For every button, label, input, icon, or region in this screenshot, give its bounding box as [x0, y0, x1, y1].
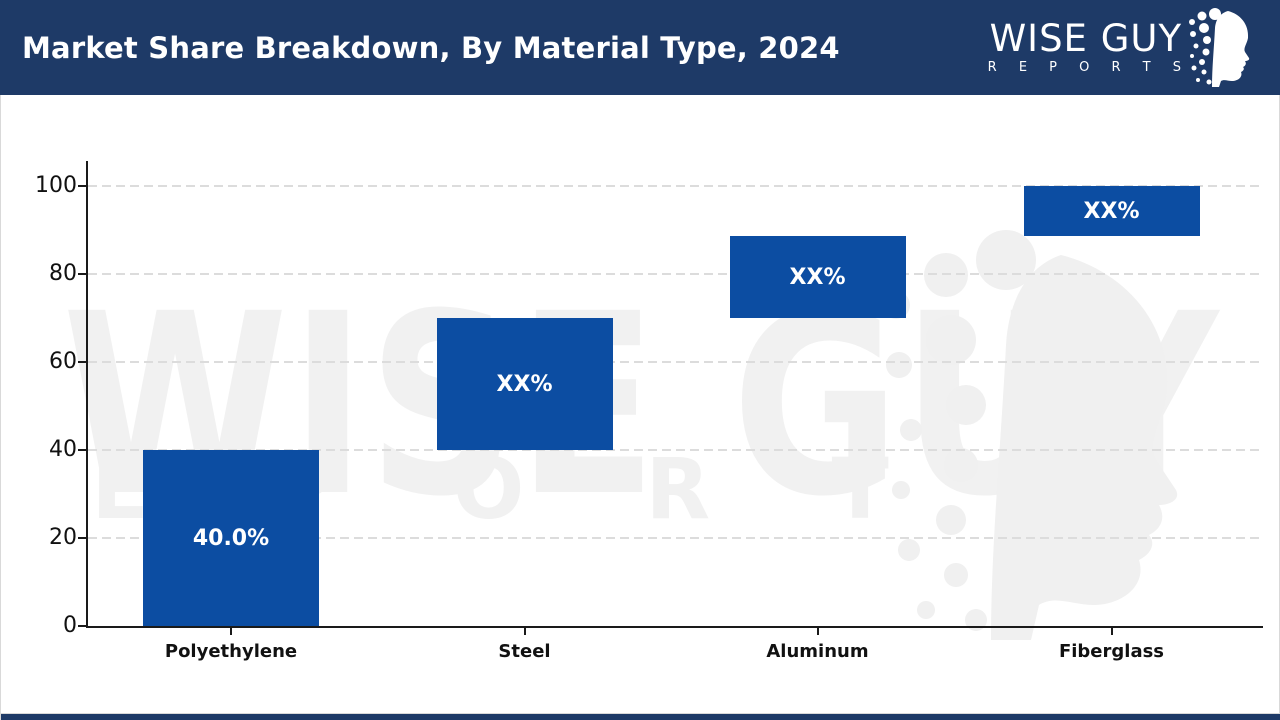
- header-band: Market Share Breakdown, By Material Type…: [0, 0, 1280, 95]
- logo-subtitle: R E P O R T S: [987, 60, 1190, 75]
- gridline-60: [88, 361, 1263, 363]
- y-tick-label-60: 60: [49, 349, 77, 374]
- gridline-80: [88, 273, 1263, 275]
- footer-band: [1, 713, 1280, 720]
- bar-value-label-aluminum: XX%: [789, 264, 846, 290]
- x-tick-mark-polyethylene: [230, 628, 232, 635]
- y-tick-mark-40: [78, 449, 87, 451]
- y-tick-mark-80: [78, 273, 87, 275]
- x-category-label-aluminum: Aluminum: [766, 641, 869, 662]
- x-category-label-steel: Steel: [498, 641, 551, 662]
- x-tick-mark-fiberglass: [1110, 628, 1113, 635]
- bar-value-label-fiberglass: XX%: [1083, 198, 1140, 224]
- bar-value-label-steel: XX%: [496, 371, 553, 397]
- gridline-20: [88, 537, 1263, 539]
- x-tick-mark-aluminum: [816, 628, 819, 635]
- y-tick-label-40: 40: [49, 437, 77, 462]
- y-tick-mark-100: [78, 185, 87, 187]
- y-tick-label-80: 80: [49, 261, 77, 286]
- y-tick-label-100: 100: [35, 173, 77, 198]
- logo-wordmark: WISE GUY: [989, 17, 1183, 60]
- x-tick-mark-steel: [523, 628, 526, 635]
- wise-guy-logo: WISE GUY R E P O R T S: [982, 7, 1254, 88]
- gridline-40: [88, 449, 1263, 451]
- logo-face-icon: [1189, 7, 1250, 87]
- gridline-100: [88, 185, 1263, 187]
- chart-figure: WISE GUY R E P O R T S 0 20 40 60 80 100 40.0%…: [0, 95, 1280, 720]
- y-tick-mark-60: [78, 361, 87, 363]
- y-axis-line: [86, 161, 88, 628]
- logo-text: WISE GUY R E P O R T S: [982, 20, 1190, 75]
- bar-aluminum: XX%: [729, 236, 906, 318]
- x-axis-line: [86, 626, 1263, 628]
- bar-steel: XX%: [436, 318, 613, 450]
- y-tick-mark-20: [78, 537, 87, 539]
- y-tick-mark-0: [78, 625, 87, 627]
- y-tick-label-20: 20: [49, 525, 77, 550]
- watermark-face-icon: [882, 230, 1178, 640]
- x-category-label-fiberglass: Fiberglass: [1058, 641, 1165, 662]
- x-category-label-polyethylene: Polyethylene: [164, 641, 298, 662]
- y-tick-label-0: 0: [63, 613, 77, 638]
- chart-title: Market Share Breakdown, By Material Type…: [22, 30, 840, 65]
- bar-value-label-polyethylene: 40.0%: [192, 525, 270, 551]
- bar-polyethylene: 40.0%: [143, 450, 319, 626]
- bar-fiberglass: XX%: [1023, 186, 1200, 237]
